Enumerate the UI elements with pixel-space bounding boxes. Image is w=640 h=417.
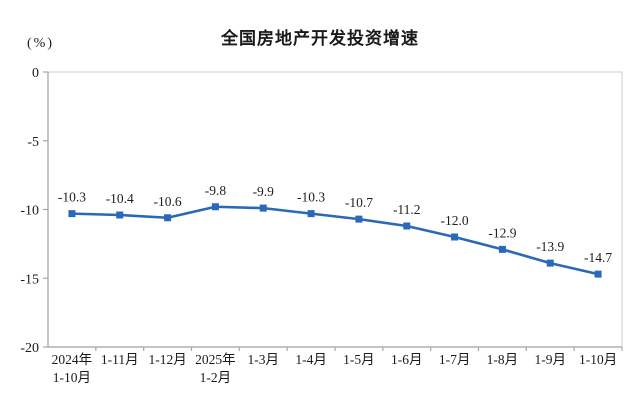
x-axis-label: 1-8月: [487, 352, 519, 367]
data-point-label: -10.4: [106, 191, 134, 206]
data-point-label: -10.3: [297, 190, 325, 205]
x-axis-label: 1-10月: [579, 352, 617, 367]
x-axis-label: 1-9月: [535, 352, 567, 367]
x-axis-label: 1-5月: [343, 352, 375, 367]
y-axis-tick-label: -5: [27, 135, 39, 150]
data-point-marker: [164, 214, 172, 222]
data-point-label: -12.9: [488, 225, 516, 240]
data-point-marker: [498, 245, 506, 253]
data-point-marker: [307, 210, 315, 218]
y-axis-unit-label: (%): [27, 36, 54, 51]
data-point-marker: [355, 215, 363, 223]
data-point-label: -11.2: [393, 202, 421, 217]
y-axis-tick-label: -20: [20, 341, 39, 356]
data-point-label: -14.7: [584, 250, 612, 265]
x-axis-label: 1-11月: [101, 352, 139, 367]
data-point-label: -10.7: [345, 195, 373, 210]
x-axis-label: 1-7月: [439, 352, 471, 367]
y-axis-tick-label: 0: [32, 66, 39, 81]
data-point-marker: [594, 270, 602, 278]
x-axis-label: 2025年: [195, 352, 236, 367]
x-axis-label: 1-12月: [148, 352, 186, 367]
data-point-marker: [259, 204, 267, 212]
data-point-marker: [403, 222, 411, 230]
x-axis-label: 1-6月: [391, 352, 423, 367]
data-point-label: -12.0: [441, 213, 469, 228]
x-axis-label: 1-4月: [295, 352, 327, 367]
x-axis-label: 1-2月: [200, 370, 232, 385]
data-point-label: -13.9: [536, 239, 564, 254]
data-point-marker: [68, 210, 76, 218]
data-point-marker: [451, 233, 459, 241]
x-axis-label: 1-10月: [53, 370, 91, 385]
chart-title: 全国房地产开发投资增速: [221, 29, 419, 48]
data-point-marker: [116, 211, 124, 219]
data-point-marker: [546, 259, 554, 267]
plot-border: [47, 71, 623, 348]
y-axis-tick-label: -15: [20, 272, 39, 287]
data-point-label: -9.8: [205, 183, 227, 198]
x-axis-label: 1-3月: [248, 352, 280, 367]
data-point-label: -10.6: [154, 194, 182, 209]
x-axis-label: 2024年: [52, 352, 93, 367]
data-point-marker: [211, 203, 219, 211]
y-axis-tick-label: -10: [20, 204, 39, 219]
data-point-label: -9.9: [253, 184, 275, 199]
data-point-label: -10.3: [58, 190, 86, 205]
data-line: [70, 205, 600, 276]
